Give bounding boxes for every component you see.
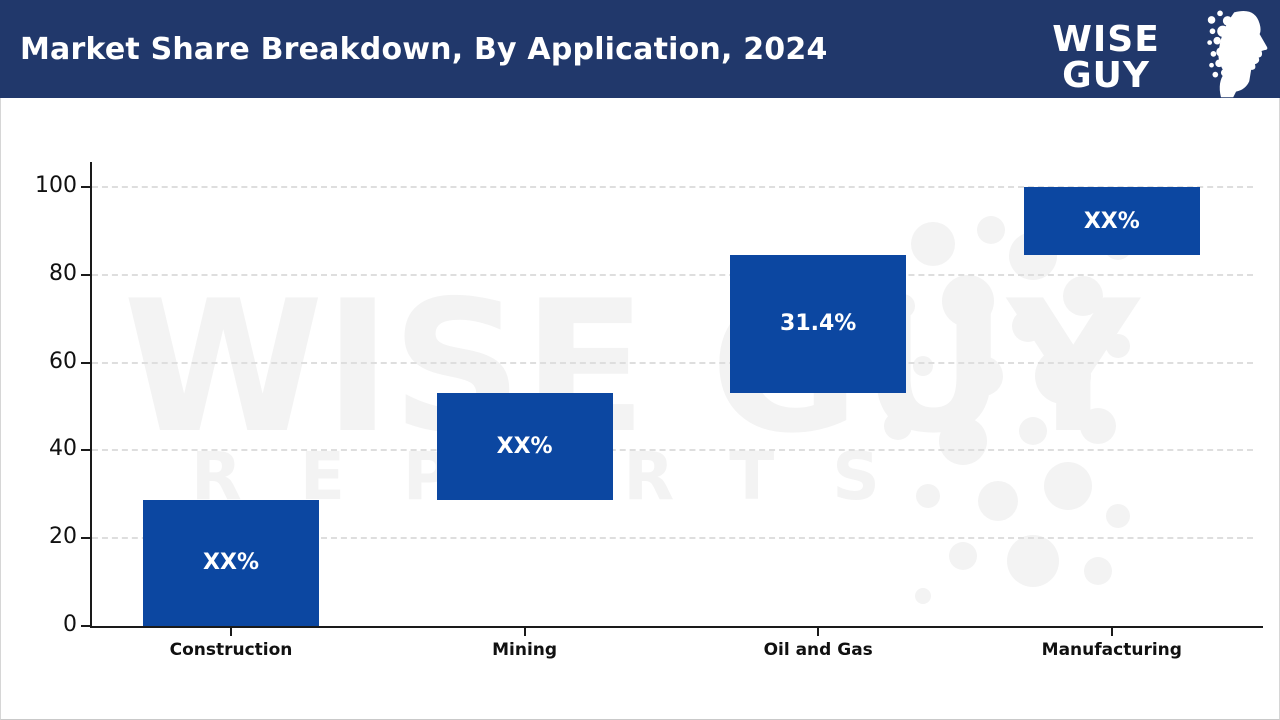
bar-oil-and-gas: 31.4% — [730, 255, 907, 393]
page-title: Market Share Breakdown, By Application, … — [20, 31, 828, 67]
y-tick-mark — [81, 273, 90, 276]
y-tick-label: 100 — [35, 173, 77, 198]
y-tick-label: 40 — [49, 436, 77, 462]
y-tick-label: 60 — [49, 348, 77, 374]
x-tick-label-2: Mining — [492, 640, 558, 660]
x-tick-mark — [1110, 628, 1113, 636]
gridline-100 — [92, 186, 1253, 188]
y-tick-mark — [81, 186, 90, 188]
wiseguy-logo: WISE GUY REPORTS — [1010, 4, 1270, 115]
gridline-60 — [92, 361, 1253, 364]
face-profile-icon — [1207, 10, 1268, 98]
bar-value-label: XX% — [1083, 208, 1140, 234]
x-tick-label-4: Manufacturing — [1041, 640, 1182, 660]
bar-value-label: XX% — [496, 433, 553, 459]
gridline-80 — [92, 273, 1253, 276]
y-tick-mark — [81, 361, 90, 364]
bar-value-label: 31.4% — [780, 311, 857, 337]
chart-canvas: WISE GUY REPORTS 020406080100XX%Construc… — [0, 98, 1280, 720]
y-tick-label: 20 — [49, 524, 77, 550]
x-tick-label-3: Oil and Gas — [763, 640, 873, 660]
gridline-20 — [92, 537, 1253, 540]
logo-wordmark: WISE GUY — [1052, 19, 1160, 96]
y-tick-mark — [81, 449, 90, 452]
bar-value-label: XX% — [203, 550, 259, 576]
waterfall-chart: 0 20 40 60 80 100 XX% Construction XX% Mining 31.4… — [1, 98, 1279, 719]
y-tick-label: 80 — [49, 260, 77, 286]
header-bar: Market Share Breakdown, By Application, … — [0, 0, 1280, 115]
x-tick-mark — [523, 628, 526, 636]
x-tick-mark — [817, 628, 820, 636]
y-axis-line — [90, 162, 92, 628]
bar-manufacturing: XX% — [1023, 187, 1200, 256]
bar-construction: XX% — [143, 499, 319, 626]
y-tick-mark — [81, 537, 90, 540]
x-tick-label-1: Construction — [169, 640, 293, 660]
gridline-40 — [92, 449, 1253, 452]
x-axis-line — [90, 626, 1263, 628]
x-tick-mark — [230, 628, 232, 636]
y-tick-mark — [81, 625, 90, 627]
y-tick-label: 0 — [63, 612, 77, 637]
bar-mining: XX% — [436, 392, 613, 500]
